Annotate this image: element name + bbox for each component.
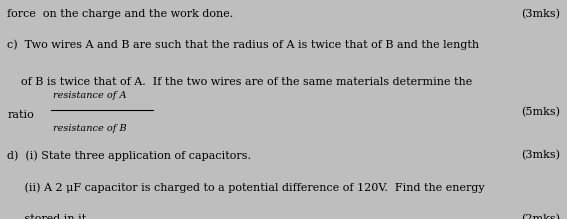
Text: resistance of B: resistance of B xyxy=(53,124,126,133)
Text: (3mks): (3mks) xyxy=(521,9,560,19)
Text: d)  (i) State three application of capacitors.: d) (i) State three application of capaci… xyxy=(7,150,251,161)
Text: (3mks): (3mks) xyxy=(521,150,560,160)
Text: resistance of A: resistance of A xyxy=(53,91,126,100)
Text: ratio: ratio xyxy=(7,110,34,120)
Text: (2mks): (2mks) xyxy=(521,214,560,219)
Text: of B is twice that of A.  If the two wires are of the same materials determine t: of B is twice that of A. If the two wire… xyxy=(7,77,473,87)
Text: stored in it.: stored in it. xyxy=(7,214,90,219)
Text: (ii) A 2 μF capacitor is charged to a potential difference of 120V.  Find the en: (ii) A 2 μF capacitor is charged to a po… xyxy=(7,183,485,193)
Text: (5mks): (5mks) xyxy=(521,106,560,117)
Text: force  on the charge and the work done.: force on the charge and the work done. xyxy=(7,9,234,19)
Text: c)  Two wires A and B are such that the radius of A is twice that of B and the l: c) Two wires A and B are such that the r… xyxy=(7,39,480,50)
